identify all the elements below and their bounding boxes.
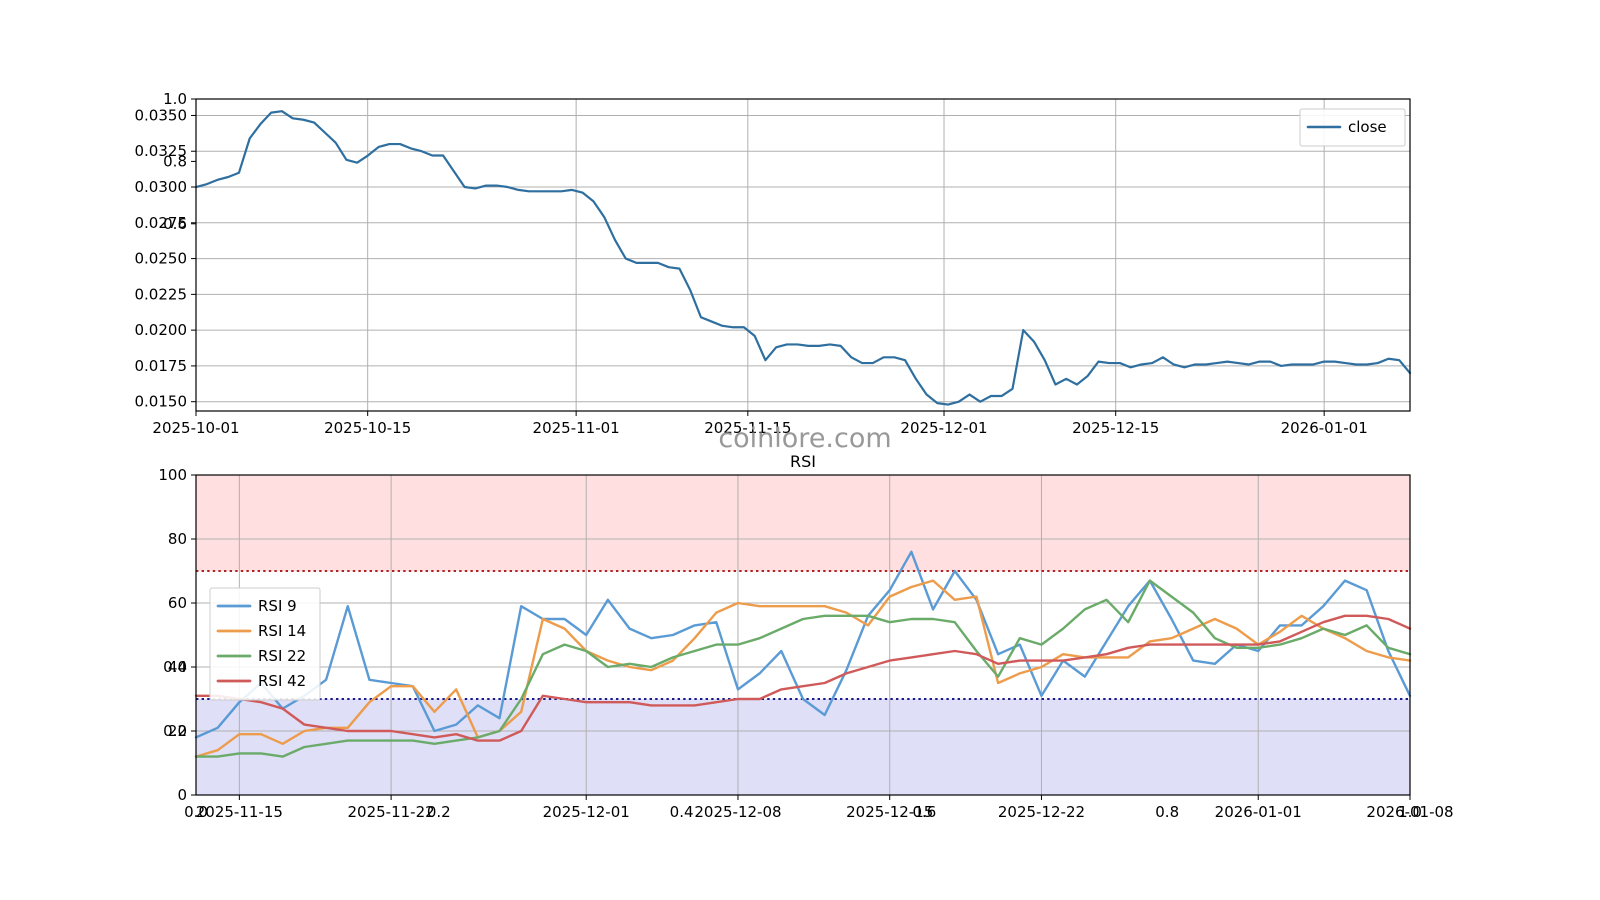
series-line-rsi-22 [194,579,1412,758]
legend-price-panel[interactable]: close [1299,108,1406,147]
secondary-y-tick-label: 0.2 [163,722,187,740]
oversold-band [196,699,1410,795]
secondary-x-tick-label: 0.4 [670,803,694,821]
secondary-x-tick-label: 1.0 [1398,803,1422,821]
y-tick-label: 0.0325 [135,142,188,160]
y-tick-label: 0.0250 [135,250,188,268]
y-tick-label: 40 [168,658,187,676]
x-tick-label: 2025-12-08 [694,803,781,821]
series-line-rsi-9 [194,550,1412,739]
panel-title: RSI [790,452,816,471]
legend-background [1299,108,1406,147]
rsi-panel: 0 20 40 60 80 100 0.2 0.4 2025-11-15 2025-11-22 20… [158,452,1453,821]
legend-label-close: close [1348,118,1387,136]
x-tick-label: 2025-10-01 [152,419,239,437]
axis-frame [195,474,1411,796]
secondary-y-tick-label: 1.0 [163,90,187,108]
x-tick-label: 2025-11-01 [533,419,620,437]
secondary-y-tick-label: 0.8 [163,152,187,170]
x-tick-label: 2025-12-15 [1072,419,1159,437]
y-tick-label: 0.0275 [135,214,188,232]
x-tick-label: 2025-12-01 [543,803,630,821]
series-line-rsi-14 [194,579,1412,758]
legend-label-rsi-42: RSI 42 [258,672,306,690]
legend-rsi-panel[interactable]: RSI 9 RSI 14 RSI 22 RSI 42 [209,587,321,701]
watermark-text: coinlore.com [718,423,891,454]
x-tick-label: 2026-01-01 [1215,803,1302,821]
secondary-x-tick-label: 0.6 [912,803,936,821]
overbought-band [196,475,1410,571]
y-tick-label: 0.0175 [135,357,188,375]
legend-background [209,587,321,701]
x-tick-label: 2025-12-15 [846,803,933,821]
y-tick-label: 0.0300 [135,178,188,196]
axis-frame [195,98,1411,412]
legend-label-rsi-9: RSI 9 [258,597,297,615]
x-tick-label: 2025-10-15 [324,419,411,437]
x-tick-label: 2026-01-01 [1281,419,1368,437]
legend-label-rsi-22: RSI 22 [258,647,306,665]
secondary-x-tick-label: 0.2 [427,803,451,821]
y-tick-label: 0 [177,786,187,804]
y-tick-label: 0.0225 [135,285,188,303]
y-tick-label: 80 [168,530,187,548]
y-tick-label: 0.0200 [135,321,188,339]
x-tick-label: 2025-11-15 [196,803,283,821]
price-panel: 0.0150 0.0175 0.0200 0.0225 0.0250 0.0275 0.03… [135,90,1412,437]
x-tick-label: 2025-12-01 [900,419,987,437]
y-tick-label: 20 [168,722,187,740]
secondary-y-tick-label: 0.6 [163,215,187,233]
y-tick-label: 60 [168,594,187,612]
secondary-x-tick-label: 0.0 [184,803,208,821]
y-tick-label: 0.0150 [135,393,188,411]
series-line-close [194,110,1412,406]
series-line-rsi-42 [194,614,1412,742]
secondary-y-tick-label: 0.4 [163,658,187,676]
legend-label-rsi-14: RSI 14 [258,622,306,640]
x-tick-label: 2025-11-22 [348,803,435,821]
y-tick-label: 0.0350 [135,106,188,124]
x-tick-label: 2026-01-08 [1366,803,1453,821]
x-tick-label: 2025-12-22 [998,803,1085,821]
x-tick-label: 2025-11-15 [704,419,791,437]
y-tick-label: 100 [158,466,187,484]
secondary-x-tick-label: 0.8 [1155,803,1179,821]
